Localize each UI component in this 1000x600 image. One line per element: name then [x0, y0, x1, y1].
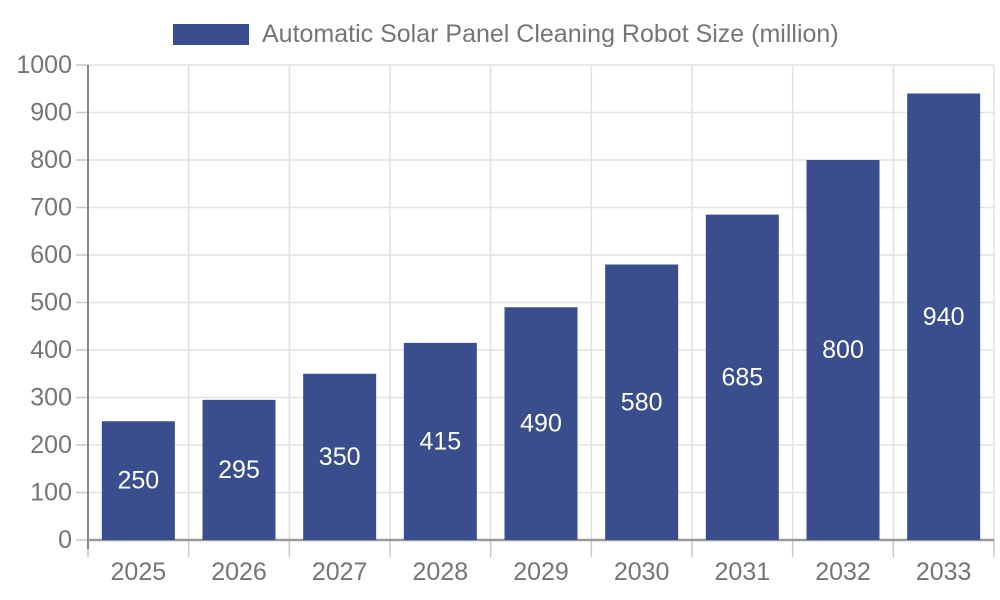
bar-2025[interactable]: [101, 421, 175, 540]
y-axis-tick-label: 1000: [16, 51, 72, 79]
y-axis-tick-label: 500: [30, 289, 72, 317]
x-axis-tick-label: 2026: [211, 558, 267, 586]
bar-value-label: 940: [923, 303, 965, 331]
bar-value-label: 685: [721, 363, 763, 391]
bar-2028[interactable]: [403, 342, 477, 540]
y-axis-tick-label: 600: [30, 241, 72, 269]
y-axis-tick-label: 100: [30, 479, 72, 507]
y-axis-tick-label: 900: [30, 99, 72, 127]
x-axis-tick-label: 2025: [111, 558, 167, 586]
bar-value-label: 350: [319, 443, 361, 471]
legend-label: Automatic Solar Panel Cleaning Robot Siz…: [262, 20, 839, 48]
bar-2032[interactable]: [806, 160, 880, 540]
bar-value-label: 250: [117, 467, 159, 495]
bar-2027[interactable]: [303, 373, 377, 540]
y-axis-tick-label: 800: [30, 146, 72, 174]
legend[interactable]: Automatic Solar Panel Cleaning Robot Siz…: [173, 22, 839, 47]
y-axis-tick-label: 200: [30, 431, 72, 459]
y-axis-tick-label: 0: [58, 526, 72, 554]
y-axis-tick-label: 700: [30, 194, 72, 222]
x-axis-tick-label: 2033: [916, 558, 972, 586]
bar-2026[interactable]: [202, 399, 276, 540]
x-axis-tick-label: 2029: [513, 558, 569, 586]
bar-2029[interactable]: [504, 307, 578, 540]
bar-2030[interactable]: [605, 264, 679, 541]
x-axis-tick-label: 2030: [614, 558, 670, 586]
x-axis-tick-label: 2032: [815, 558, 871, 586]
y-axis-tick-label: 400: [30, 336, 72, 364]
bar-value-label: 415: [419, 427, 461, 455]
x-axis-tick-label: 2031: [715, 558, 771, 586]
legend-swatch: [173, 24, 249, 45]
bar-value-label: 295: [218, 456, 260, 484]
x-axis-tick-label: 2028: [413, 558, 469, 586]
bar-value-label: 800: [822, 336, 864, 364]
x-axis-tick-label: 2027: [312, 558, 368, 586]
y-axis-tick-label: 300: [30, 384, 72, 412]
bar-value-label: 490: [520, 410, 562, 438]
bar-2033[interactable]: [907, 93, 981, 541]
bar-value-label: 580: [621, 388, 663, 416]
bar-2031[interactable]: [705, 214, 779, 540]
